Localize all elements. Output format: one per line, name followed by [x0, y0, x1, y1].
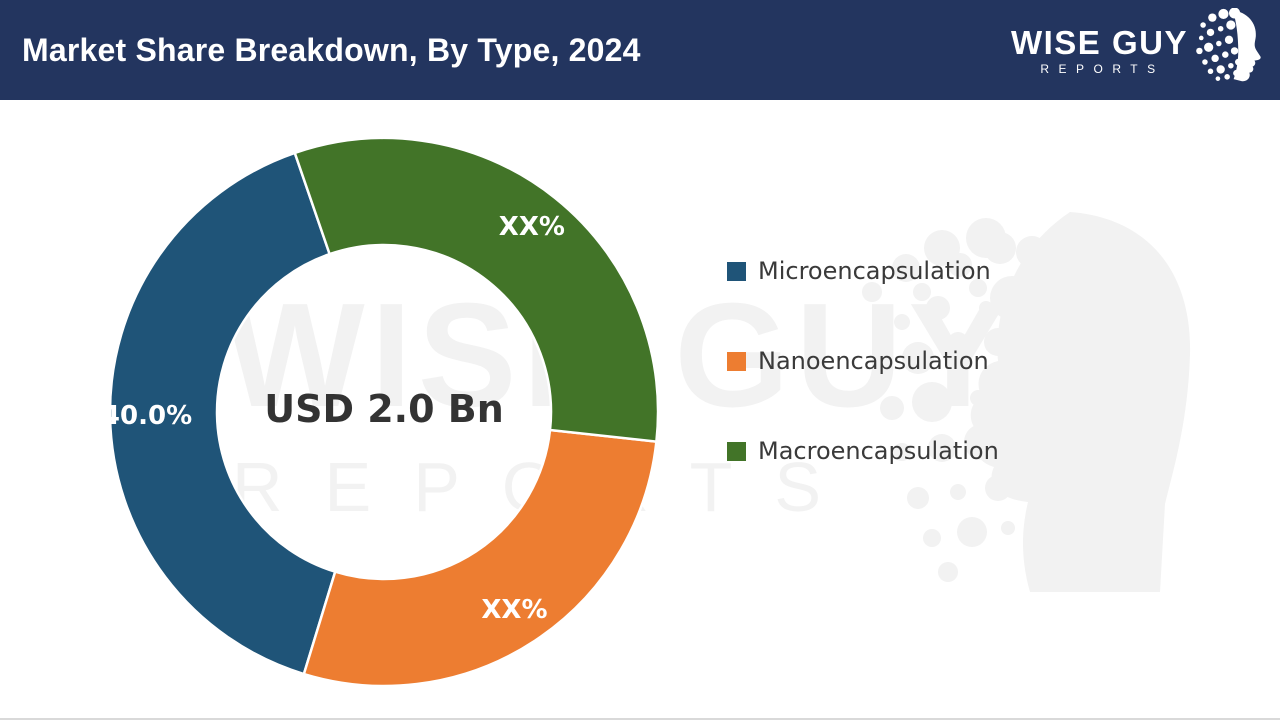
brand-name: WISE GUY: [1010, 23, 1188, 61]
brand-logo: WISE GUY REPORTS: [1011, 8, 1266, 92]
slice-label-macroencapsulation: XX%: [499, 212, 565, 242]
legend-swatch-green: [727, 441, 746, 461]
page-title: Market Share Breakdown, By Type, 2024: [22, 31, 641, 68]
brand-tagline: REPORTS: [1040, 61, 1165, 76]
legend-label: Nanoencapsulation: [758, 347, 989, 375]
chart-center-value: USD 2.0 Bn: [264, 387, 504, 431]
watermark-face-icon: [862, 212, 1191, 592]
legend-item-microencapsulation: Microencapsulation: [727, 252, 999, 290]
slice-label-nanoencapsulation: XX%: [481, 595, 547, 625]
legend-item-macroencapsulation: Macroencapsulation: [727, 432, 999, 470]
legend-label: Macroencapsulation: [758, 437, 999, 465]
brand-face-icon: [1196, 8, 1261, 82]
legend-swatch-orange: [727, 351, 746, 371]
slice-label-microencapsulation: 40.0%: [102, 401, 192, 431]
legend-item-nanoencapsulation: Nanoencapsulation: [727, 342, 999, 380]
title-bar: Market Share Breakdown, By Type, 2024 WI…: [0, 0, 1280, 100]
legend-swatch-blue: [727, 261, 746, 281]
chart-legend: Microencapsulation Nanoencapsulation Mac…: [727, 252, 999, 522]
bottom-divider: [0, 718, 1280, 720]
legend-label: Microencapsulation: [758, 257, 991, 285]
